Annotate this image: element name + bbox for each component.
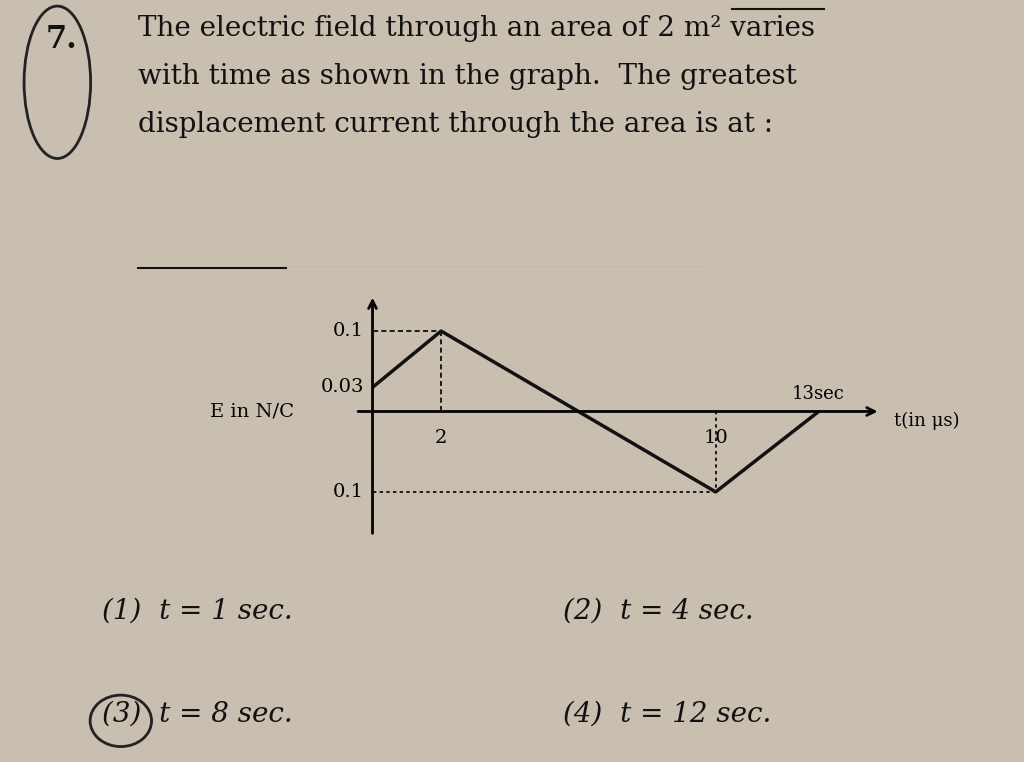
Text: 10: 10 bbox=[703, 429, 728, 447]
Text: (3)  t = 8 sec.: (3) t = 8 sec. bbox=[102, 700, 293, 727]
Text: 0.1: 0.1 bbox=[333, 483, 364, 501]
Text: (4)  t = 12 sec.: (4) t = 12 sec. bbox=[563, 700, 771, 727]
Text: The electric field through an area of 2 m² varies
with time as shown in the grap: The electric field through an area of 2 … bbox=[138, 15, 815, 138]
Text: t(in μs): t(in μs) bbox=[894, 412, 959, 431]
Text: (1)  t = 1 sec.: (1) t = 1 sec. bbox=[102, 597, 293, 624]
Text: 0.1: 0.1 bbox=[333, 322, 364, 340]
Text: 7.: 7. bbox=[46, 24, 78, 56]
Text: E in N/C: E in N/C bbox=[210, 402, 294, 421]
Text: (2)  t = 4 sec.: (2) t = 4 sec. bbox=[563, 597, 754, 624]
Text: 13sec: 13sec bbox=[793, 386, 845, 403]
Text: 0.03: 0.03 bbox=[321, 379, 364, 396]
Text: 2: 2 bbox=[435, 429, 447, 447]
